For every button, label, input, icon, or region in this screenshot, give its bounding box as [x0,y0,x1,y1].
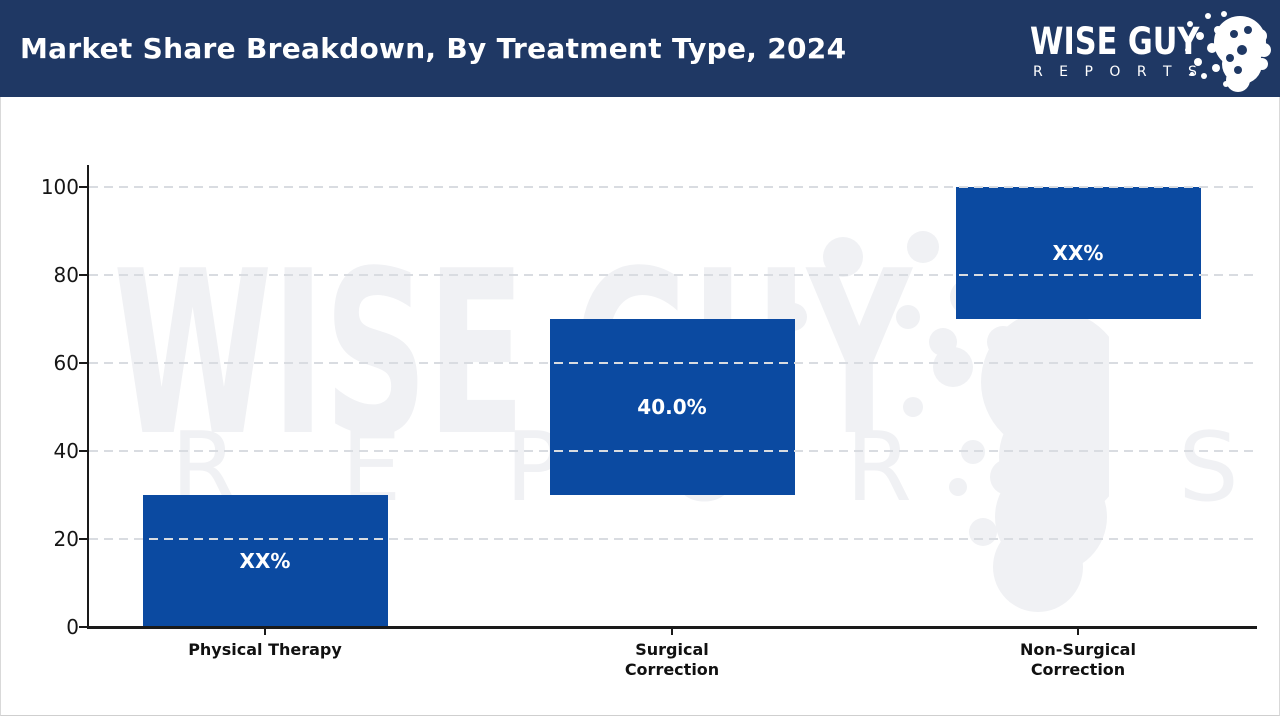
gridline [89,274,1257,276]
y-tick-label: 100 [40,175,79,199]
x-tick-mark [1077,627,1079,635]
gridline [89,362,1257,364]
y-tick-mark [79,626,89,628]
gridline [89,186,1257,188]
brand-head-icon [1185,11,1271,92]
gridline [89,450,1257,452]
bar-value-label: 40.0% [637,395,707,419]
bar: XX% [955,187,1201,319]
x-category-label: Physical Therapy [135,640,395,660]
bar-value-label: XX% [239,549,291,573]
y-tick-label: 0 [66,615,79,639]
x-tick-mark [671,627,673,635]
y-tick-label: 20 [53,527,79,551]
y-tick-mark [79,274,89,276]
x-category-label-line: Correction [624,660,720,679]
watermark-head-icon [779,228,1109,612]
x-category-label: Non-Surgical Correction [948,640,1208,680]
chart-title: Market Share Breakdown, By Treatment Typ… [20,32,847,65]
gridline [89,538,1257,540]
brand-logo-wordmark: WISE GUY [1030,20,1200,63]
y-axis-line [87,165,89,629]
y-tick-label: 60 [53,351,79,375]
bar: 40.0% [549,319,795,495]
header-band: Market Share Breakdown, By Treatment Typ… [0,0,1280,97]
brand-logo-subtext: R E P O R T S [1033,64,1203,80]
x-category-label-line: Physical Therapy [188,640,342,659]
x-category-label-line: Non-Surgical [1020,640,1136,659]
bar: XX% [142,495,388,627]
y-tick-label: 80 [53,263,79,287]
y-tick-mark [79,450,89,452]
y-tick-mark [79,362,89,364]
x-category-label: Surgical Correction [542,640,802,680]
y-tick-label: 40 [53,439,79,463]
y-tick-mark [79,186,89,188]
y-tick-mark [79,538,89,540]
bar-value-label: XX% [1052,241,1104,265]
x-tick-mark [264,627,266,635]
brand-logo: WISE GUY R E P O R T S [1002,4,1272,94]
chart-area: WISE GUY R E P O R T S 020406080100XX%40… [0,97,1280,716]
x-category-label-line: Correction [1030,660,1126,679]
x-category-label-line: Surgical [635,640,709,659]
